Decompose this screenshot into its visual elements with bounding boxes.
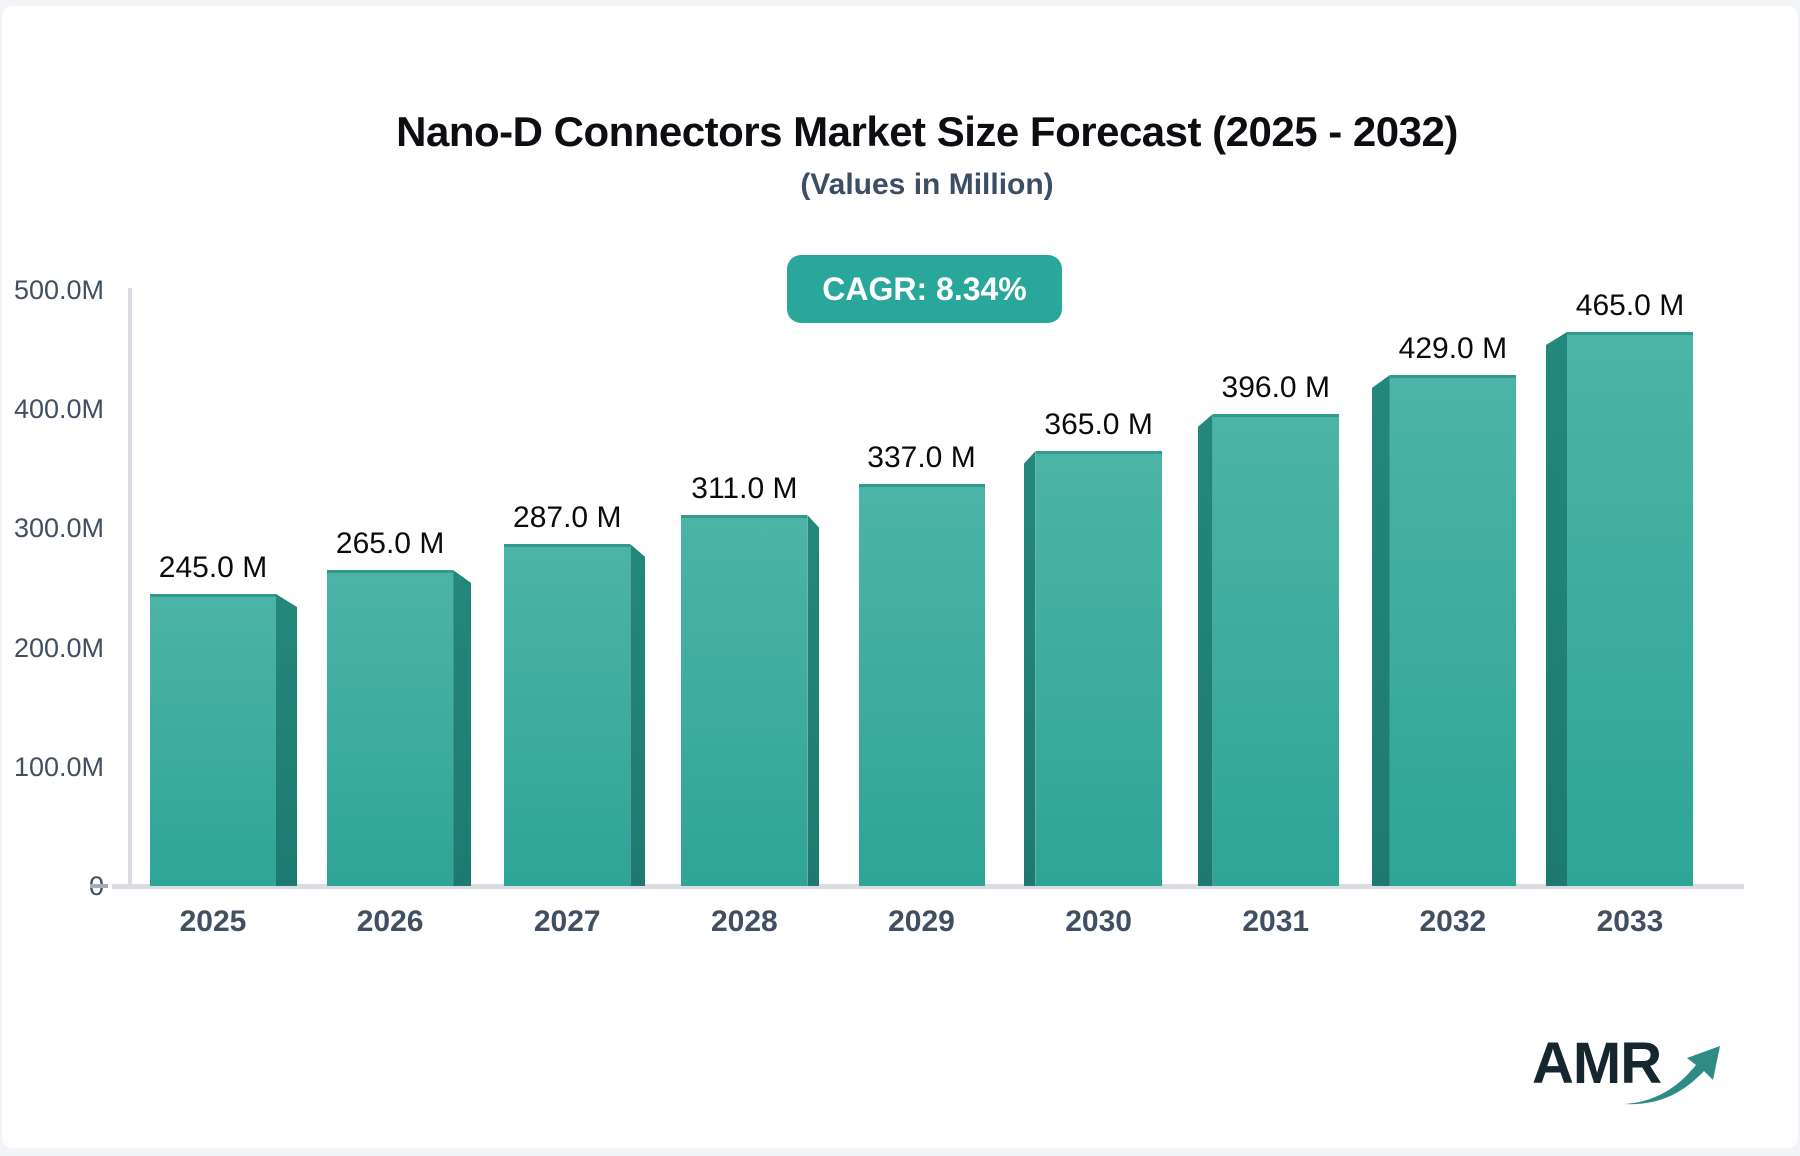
bar-2033[interactable]	[1567, 332, 1693, 886]
x-axis-category-label: 2032	[1419, 905, 1487, 938]
y-axis-tick-label: 100.0M	[13, 751, 104, 782]
bar-value-label: 365.0 M	[1044, 408, 1153, 441]
x-axis-category-label: 2026	[356, 905, 424, 938]
bar-3d-side-face	[1197, 414, 1213, 886]
bar-2027[interactable]	[504, 544, 631, 886]
x-axis-category-label: 2029	[888, 905, 955, 938]
y-axis-tick-label: 400.0M	[13, 394, 104, 425]
bar-value-label: 287.0 M	[513, 501, 622, 534]
bar-2028[interactable]	[681, 515, 808, 886]
amr-logo-text: AMR	[1532, 1031, 1662, 1096]
bar-2031[interactable]	[1212, 414, 1339, 886]
bar-value-label: 465.0 M	[1575, 289, 1685, 322]
bar-3d-side-face	[276, 594, 297, 886]
bar-3d-side-face	[453, 570, 472, 886]
bar-2032[interactable]	[1389, 375, 1516, 886]
bar-value-label: 311.0 M	[691, 472, 798, 505]
bar-value-label: 265.0 M	[335, 527, 445, 560]
bar-3d-side-face	[630, 544, 646, 886]
bar-value-label: 396.0 M	[1221, 371, 1330, 404]
bar-2030[interactable]	[1035, 451, 1162, 886]
x-axis-category-label: 2025	[179, 905, 247, 938]
y-axis-tick-label: 300.0M	[13, 513, 104, 544]
chart-title: Nano-D Connectors Market Size Forecast (…	[396, 108, 1458, 155]
x-axis-category-label: 2033	[1596, 905, 1664, 938]
growth-arrow-icon	[1620, 1042, 1732, 1115]
bar-value-label: 245.0 M	[158, 551, 268, 584]
zero-tick-mark	[90, 884, 108, 888]
bar-3d-side-face	[1023, 451, 1036, 886]
chart-subtitle: (Values in Million)	[800, 168, 1054, 201]
x-axis-category-label: 2031	[1242, 905, 1310, 938]
bar-3d-side-face	[1371, 375, 1390, 886]
amr-logo: AMR	[1532, 1030, 1732, 1110]
bar-3d-side-face	[1546, 332, 1567, 886]
y-axis-tick-label: 0	[0, 866, 104, 906]
y-axis-tick-label: 200.0M	[13, 632, 104, 663]
x-axis-category-label: 2028	[711, 905, 778, 938]
y-axis-tick-label: 500.0M	[13, 275, 104, 305]
cagr-badge: CAGR: 8.34%	[787, 255, 1062, 323]
x-axis-line	[112, 884, 1744, 889]
bar-2029[interactable]	[858, 484, 985, 886]
bar-value-label: 429.0 M	[1398, 332, 1508, 365]
x-axis-category-label: 2030	[1065, 905, 1132, 938]
x-axis-category-label: 2027	[533, 905, 601, 938]
bar-3d-side-face	[807, 515, 820, 886]
bar-2026[interactable]	[327, 570, 454, 886]
bar-value-label: 337.0 M	[867, 441, 976, 474]
bar-2025[interactable]	[150, 594, 276, 886]
y-axis-line	[128, 288, 132, 884]
